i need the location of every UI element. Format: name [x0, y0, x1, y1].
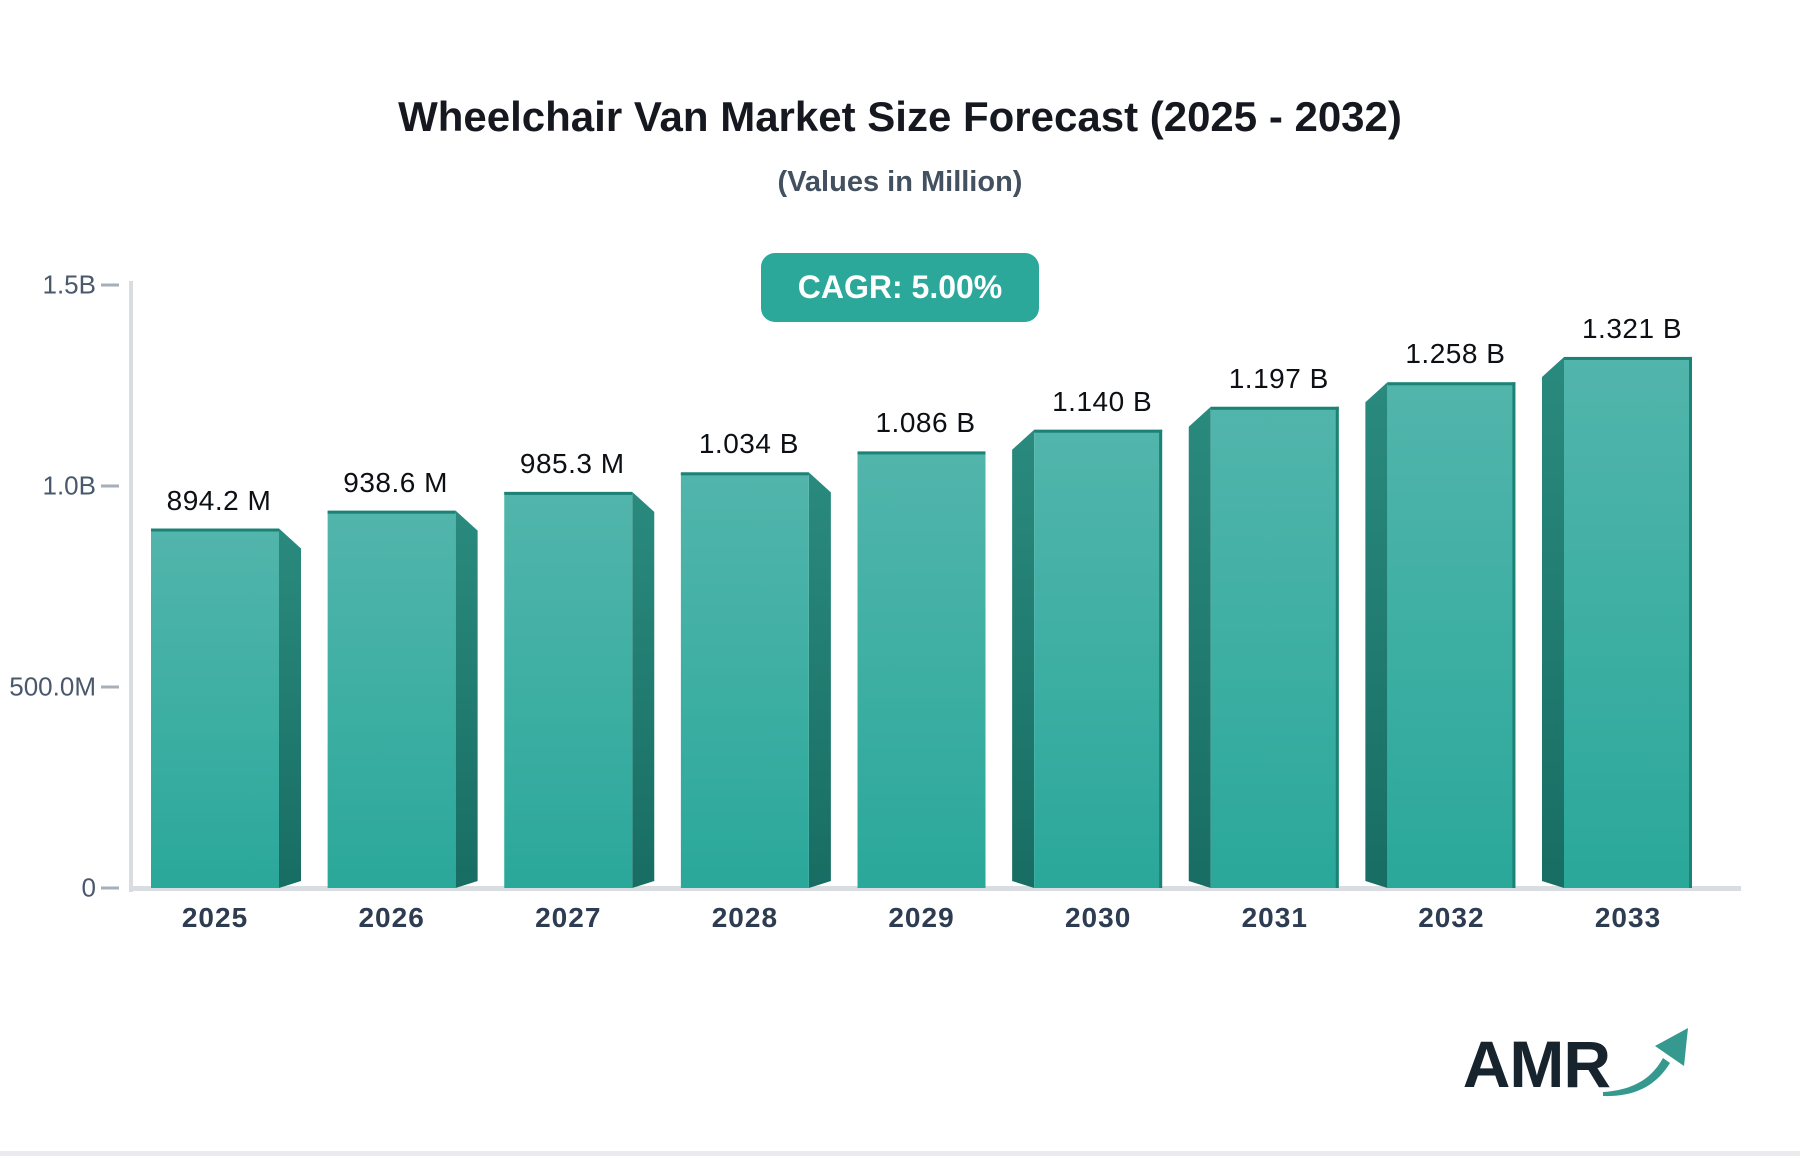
x-axis-year-label: 2031	[1241, 902, 1308, 933]
bar-side-panel	[1012, 429, 1035, 888]
amr-logo: AMR	[1463, 1020, 1692, 1108]
bar-top-edge	[151, 528, 279, 532]
y-axis-tick-label: 1.0B	[42, 470, 97, 501]
bar-value-label: 1.258 B	[1405, 338, 1506, 370]
bar-right-edge	[1512, 382, 1516, 888]
bar-value-label: 1.034 B	[698, 428, 799, 460]
bar-right-edge	[1335, 406, 1339, 888]
bar-top-edge	[504, 491, 633, 495]
bar-value-label: 1.321 B	[1581, 312, 1683, 344]
bar-right-edge	[1159, 429, 1163, 888]
y-tick-dash	[101, 685, 119, 689]
y-tick-dash	[101, 484, 119, 488]
bar-top-edge	[680, 472, 809, 476]
growth-arrow-icon	[1603, 1028, 1688, 1097]
y-axis-tick-label: 0	[81, 872, 96, 903]
bar-side-panel	[808, 472, 831, 888]
y-tick-dash	[101, 283, 119, 287]
x-axis-line	[129, 886, 1741, 891]
x-axis-year-label: 2025	[181, 902, 249, 933]
bar-value-label: 985.3 M	[519, 447, 625, 479]
amr-logo-text: AMR	[1462, 1027, 1611, 1101]
bar-side-panel	[279, 528, 301, 888]
bar-2031	[1210, 406, 1339, 888]
bar-value-label: 1.086 B	[875, 407, 976, 439]
bar-top-edge	[327, 510, 456, 514]
bar-value-label: 1.140 B	[1052, 385, 1153, 417]
bar-top-edge	[1564, 356, 1692, 360]
y-axis-tick-label: 1.5B	[42, 269, 97, 300]
bar-top-edge	[1034, 429, 1163, 433]
bar-2025	[151, 528, 279, 888]
bar-top-edge	[857, 451, 986, 455]
bar-2029	[857, 451, 986, 888]
x-axis-year-label: 2030	[1064, 902, 1132, 933]
bar-value-label: 894.2 M	[166, 484, 272, 516]
x-axis-year-label: 2026	[358, 902, 425, 933]
bar-side-panel	[632, 491, 655, 888]
cagr-badge-wrap: CAGR: 5.00%	[0, 253, 1800, 322]
x-axis-year-label: 2028	[711, 902, 779, 933]
bar-value-label: 1.197 B	[1228, 362, 1329, 394]
y-axis-tick-label: 500.0M	[9, 671, 96, 702]
bar-top-edge	[1387, 382, 1516, 386]
y-axis-line	[129, 281, 133, 892]
bottom-divider	[0, 1151, 1800, 1156]
bar-2026	[327, 510, 456, 888]
x-axis-year-label: 2027	[535, 902, 602, 933]
bar-side-panel	[1365, 382, 1388, 888]
bar-side-panel	[1542, 356, 1564, 888]
bar-2028	[680, 472, 809, 888]
x-axis-year-label: 2032	[1418, 902, 1485, 933]
bar-2030	[1034, 429, 1163, 888]
bar-2032	[1387, 382, 1516, 888]
bar-2033	[1564, 356, 1692, 888]
bar-value-label: 938.6 M	[343, 466, 448, 498]
bar-side-panel	[455, 510, 478, 888]
bar-top-edge	[1210, 406, 1339, 410]
x-axis-year-label: 2029	[888, 902, 955, 933]
page-subtitle: (Values in Million)	[777, 166, 1023, 198]
bar-right-edge	[1689, 356, 1692, 888]
bar-2027	[504, 491, 633, 888]
cagr-badge: CAGR: 5.00%	[760, 253, 1040, 322]
y-tick-dash	[101, 886, 119, 890]
bar-side-panel	[1188, 406, 1211, 888]
page-title: Wheelchair Van Market Size Forecast (202…	[398, 93, 1402, 140]
x-axis-year-label: 2033	[1594, 902, 1662, 933]
